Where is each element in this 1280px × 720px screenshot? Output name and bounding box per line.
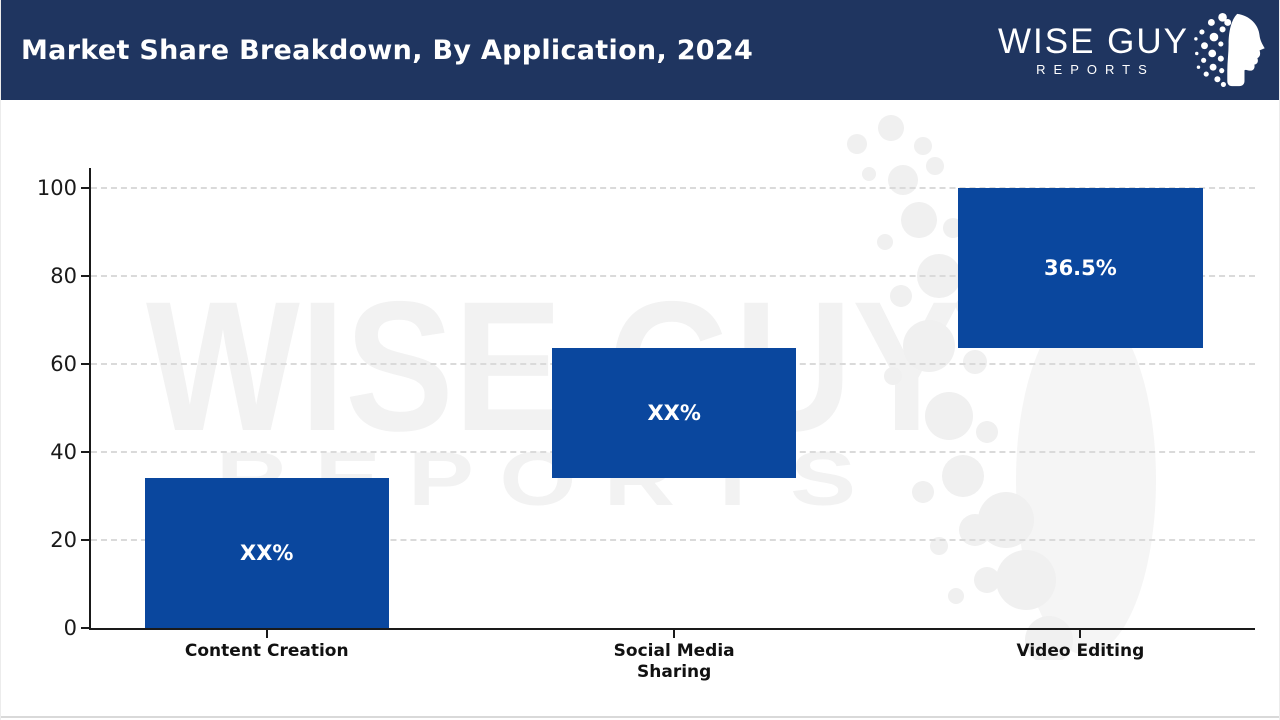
- bar-value-label-video-editing: 36.5%: [1043, 256, 1117, 281]
- ytick-label-0: 0: [63, 616, 77, 640]
- header-bar: Market Share Breakdown, By Application, …: [1, 0, 1279, 100]
- page-title: Market Share Breakdown, By Application, …: [21, 34, 754, 66]
- gridline-80: [91, 274, 1255, 277]
- logo-subtext: REPORTS: [1036, 61, 1155, 77]
- wiseguy-logo: WISE GUY REPORTS: [998, 5, 1269, 95]
- xtick-mark-video-editing: [1079, 630, 1082, 638]
- bar-content-creation: XX%: [144, 478, 389, 628]
- ytick-label-60: 60: [50, 351, 77, 376]
- ytick-mark-40: [81, 450, 89, 453]
- xtick-label-line: Sharing: [637, 662, 712, 683]
- footer-divider: [1, 716, 1279, 718]
- plot-area: 0 20 40 60 80 100 XX% Content Creation XX% Social…: [37, 168, 1255, 682]
- ytick-mark-60: [81, 362, 89, 365]
- xtick-mark-social-media-sharing: [673, 630, 676, 638]
- logo-head-icon: [1194, 13, 1265, 87]
- ytick-mark-100: [81, 186, 89, 189]
- xtick-label-line: Video Editing: [1016, 641, 1145, 661]
- ytick-label-40: 40: [50, 439, 77, 464]
- xtick-label-line: Content Creation: [184, 641, 349, 661]
- gridline-100: [91, 186, 1255, 189]
- xtick-label-line: Social Media: [613, 641, 735, 661]
- ytick-label-80: 80: [50, 263, 77, 288]
- ytick-mark-80: [81, 274, 89, 277]
- chart-area: WISE GUY R E P O R T S 020406080100XX%Co…: [1, 100, 1279, 717]
- ytick-label-100: 100: [36, 175, 77, 200]
- bar-social-media-sharing: XX%: [551, 348, 797, 479]
- xtick-label-content-creation: Content Creation: [137, 641, 397, 662]
- logo-wordmark: WISE GUY: [997, 21, 1189, 61]
- xtick-label-social-media-sharing: Social Media Sharing: [544, 641, 804, 684]
- xtick-mark-content-creation: [265, 630, 268, 638]
- bar-value-label-social-media-sharing: XX%: [647, 401, 701, 426]
- gridline-20: [91, 538, 1255, 541]
- bar-video-editing: 36.5%: [958, 187, 1203, 349]
- bar-value-label-content-creation: XX%: [240, 541, 294, 566]
- xtick-label-video-editing: Video Editing: [950, 641, 1210, 662]
- ytick-mark-20: [81, 538, 89, 541]
- ytick-mark-0: [81, 627, 89, 629]
- logo-text: WISE GUY REPORTS: [998, 24, 1189, 77]
- ytick-label-20: 20: [50, 527, 77, 552]
